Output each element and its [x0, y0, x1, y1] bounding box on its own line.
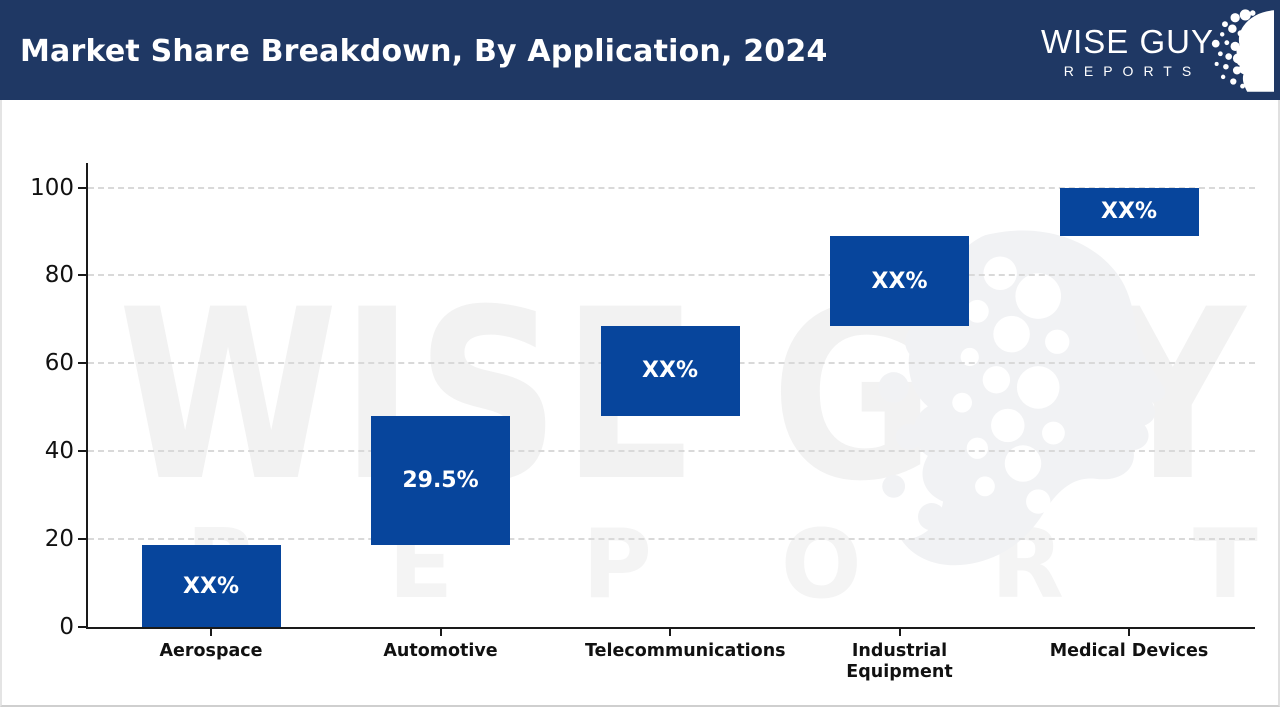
x-tick-1	[439, 629, 442, 636]
x-tick-4	[1128, 629, 1130, 636]
y-axis-label-0: 0	[59, 614, 74, 640]
bar-value-label: XX%	[183, 573, 239, 599]
x-tick-3	[898, 629, 901, 636]
y-axis-label-20: 20	[44, 526, 74, 553]
y-tick-100	[78, 186, 86, 189]
bar-value-label: XX%	[1101, 199, 1157, 225]
waterfall-plot: 0 20 40 60 80 100 XX% Aerospace 29.5% Automotive X…	[0, 100, 1280, 720]
y-tick-40	[78, 450, 86, 453]
bar-value-label: XX%	[642, 358, 698, 384]
x-tick-0	[210, 629, 212, 636]
watermark-reports: R E P O R T S	[186, 510, 1280, 620]
bar-telecommunications: XX%	[600, 326, 740, 416]
logo-wordmark: WISE GUY	[1040, 23, 1214, 60]
bar-aerospace: XX%	[141, 545, 281, 627]
bar-automotive: 29.5%	[371, 415, 510, 546]
bar-value-label: 29.5%	[402, 467, 479, 493]
gridline-20	[88, 538, 1255, 541]
page-title: Market Share Breakdown, By Application, …	[20, 34, 828, 69]
x-axis-label-industrial-equipment: Industrial Equipment	[846, 641, 953, 682]
y-axis-spine	[86, 163, 88, 629]
header-bar: Market Share Breakdown, By Application, …	[0, 0, 1280, 100]
x-axis-label-medical-devices: Medical Devices	[1049, 641, 1209, 661]
y-tick-60	[78, 362, 86, 365]
gridline-40	[88, 450, 1255, 453]
x-axis-label-automotive: Automotive	[383, 641, 498, 661]
x-axis-label-aerospace: Aerospace	[159, 641, 263, 661]
gridline-100	[88, 186, 1255, 189]
y-axis-label-100: 100	[30, 174, 74, 201]
bar-industrial-equipment: XX%	[830, 235, 969, 327]
wise-guy-logo: WISE GUY REPORTS	[1041, 6, 1274, 96]
bar-value-label: XX%	[871, 268, 928, 294]
y-axis-label-60: 60	[44, 350, 74, 377]
x-tick-2	[669, 629, 671, 636]
bar-medical-devices: XX%	[1059, 187, 1199, 236]
x-axis-label-telecommunications: Telecommunications	[585, 641, 786, 661]
y-axis-label-80: 80	[44, 262, 74, 289]
y-axis-label-40: 40	[44, 438, 74, 465]
y-tick-20	[78, 538, 86, 541]
wise-guy-face-icon	[1211, 9, 1274, 92]
x-axis-spine	[86, 627, 1255, 629]
chart-area: WISE GUY R E P O R T S 020406080100XX%Ae…	[0, 100, 1280, 720]
y-tick-80	[78, 274, 86, 277]
y-tick-0	[78, 626, 86, 628]
logo-subtitle: REPORTS	[1063, 63, 1202, 79]
gridline-80	[88, 274, 1255, 277]
wise-guy-logo-text: WISE GUY REPORTS	[1041, 23, 1214, 79]
